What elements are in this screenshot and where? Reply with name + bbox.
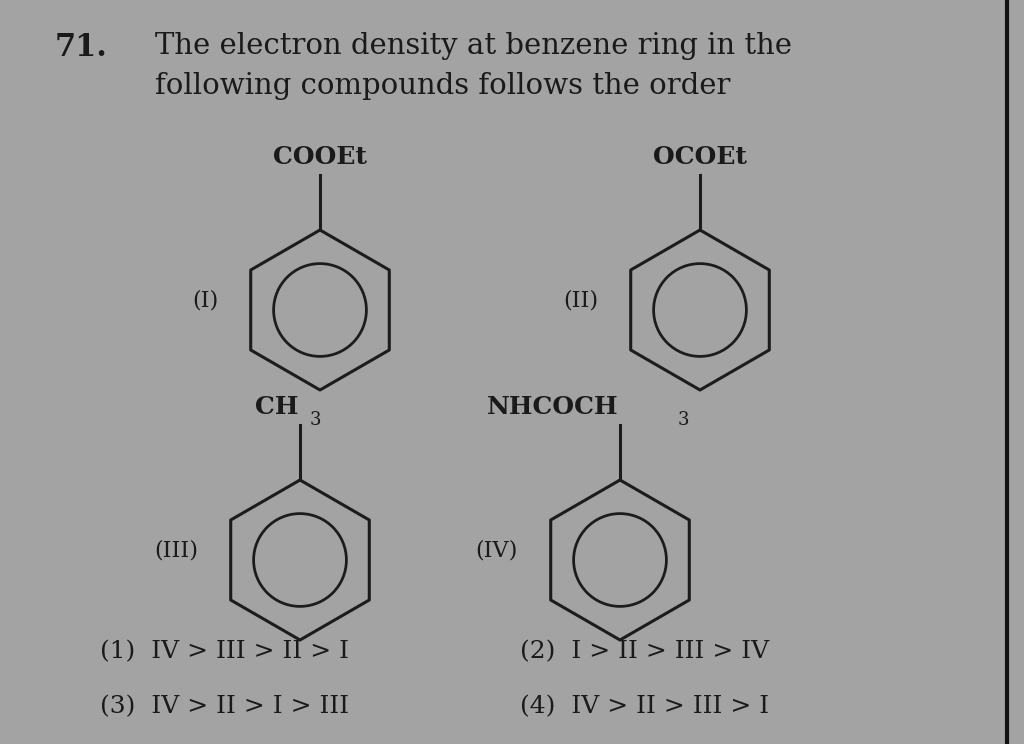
Text: (2)  I > II > III > IV: (2) I > II > III > IV (520, 640, 769, 663)
Text: 3: 3 (310, 411, 322, 429)
Text: following compounds follows the order: following compounds follows the order (155, 72, 730, 100)
Text: (III): (III) (154, 539, 198, 561)
Text: (4)  IV > II > III > I: (4) IV > II > III > I (520, 695, 769, 718)
Text: (1)  IV > III > II > I: (1) IV > III > II > I (100, 640, 349, 663)
Text: (II): (II) (563, 289, 598, 311)
Text: (IV): (IV) (475, 539, 518, 561)
Text: (3)  IV > II > I > III: (3) IV > II > I > III (100, 695, 349, 718)
Text: COOEt: COOEt (273, 145, 367, 169)
Text: 71.: 71. (55, 32, 108, 63)
Text: 3: 3 (678, 411, 689, 429)
Text: OCOEt: OCOEt (653, 145, 746, 169)
Text: (I): (I) (191, 289, 218, 311)
Text: The electron density at benzene ring in the: The electron density at benzene ring in … (155, 32, 792, 60)
Text: NHCOCH: NHCOCH (486, 395, 618, 419)
Text: CH: CH (255, 395, 298, 419)
